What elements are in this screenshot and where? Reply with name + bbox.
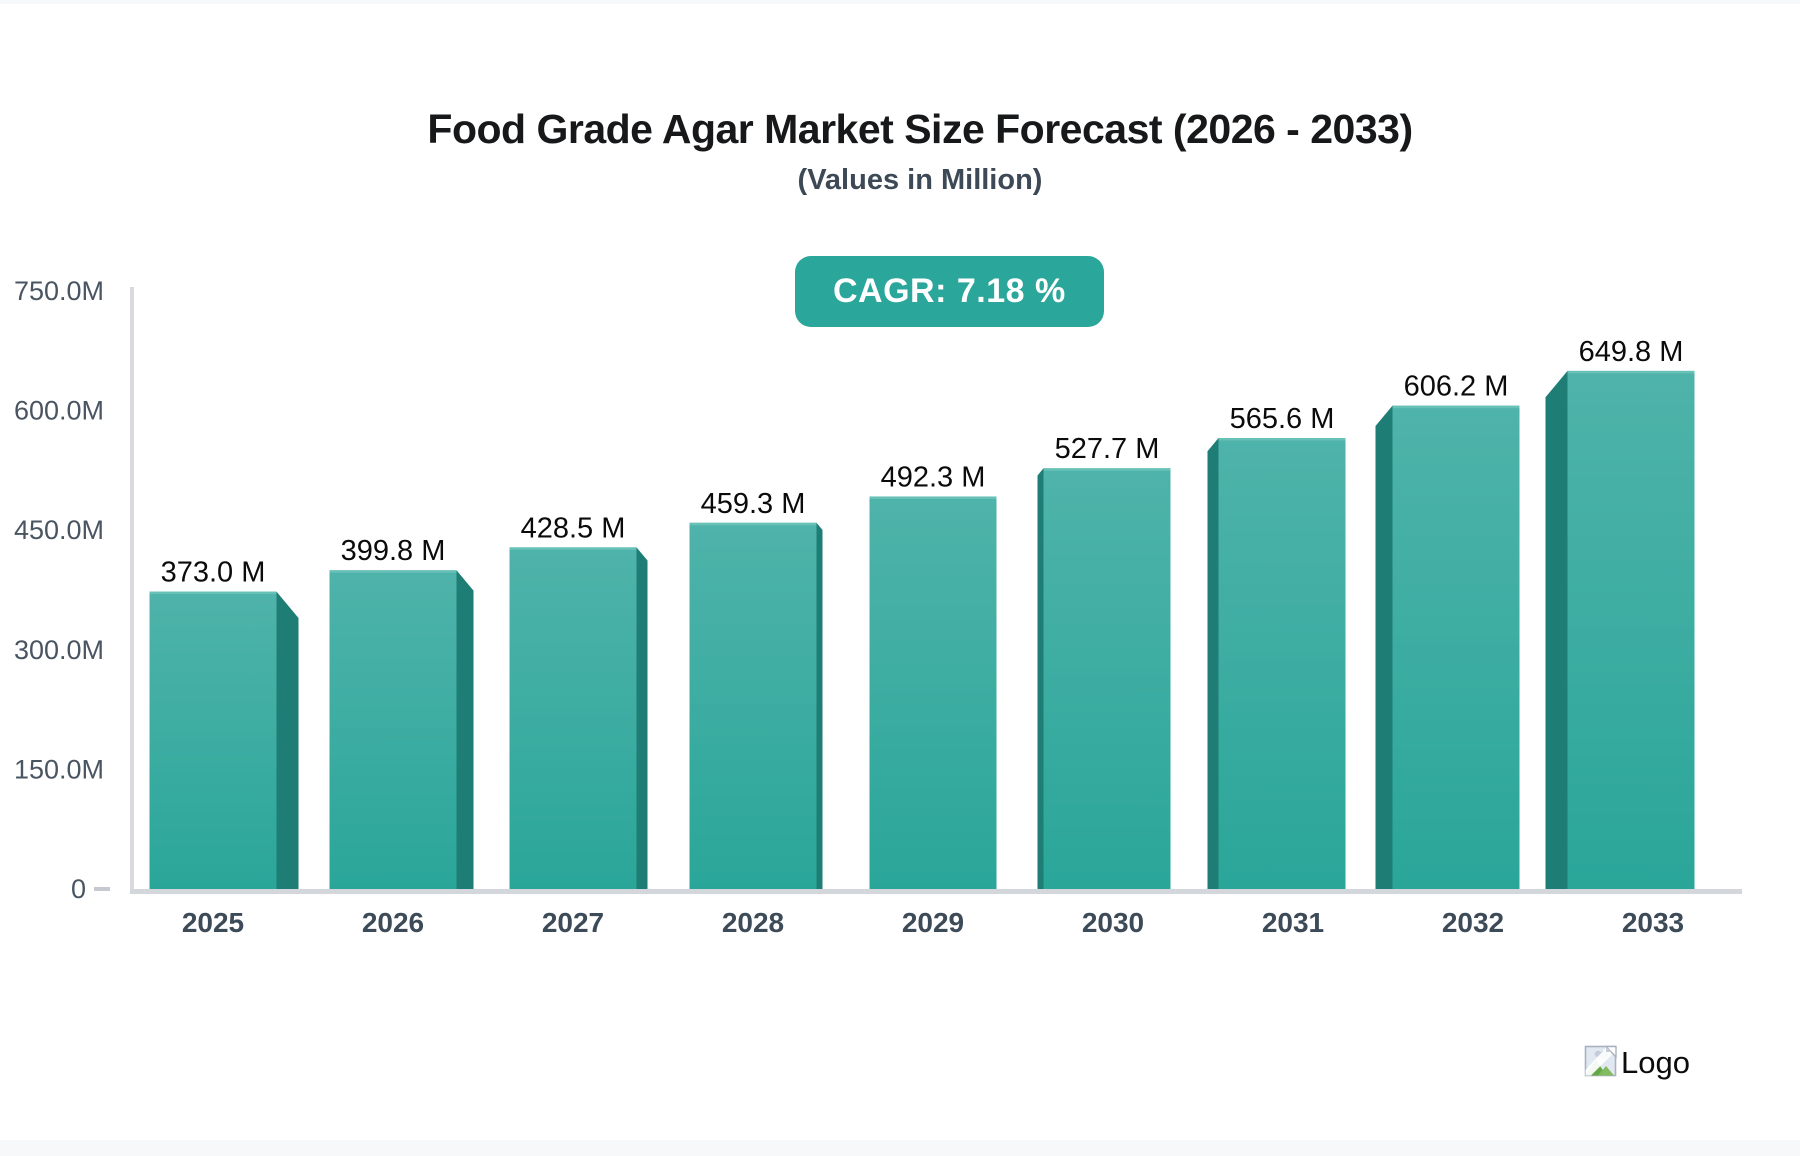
logo-container: Logo	[1583, 1042, 1690, 1080]
bar-top-edge	[869, 496, 997, 499]
bar-side-2027	[636, 547, 648, 889]
x-tick-label: 2028	[722, 907, 784, 938]
bar-value-label: 428.5 M	[521, 512, 626, 544]
x-tick-label: 2031	[1262, 907, 1324, 938]
chart-subtitle: (Values in Million)	[797, 164, 1043, 196]
bar-top-edge	[149, 591, 277, 595]
bar-2030	[1043, 468, 1171, 889]
bar-top-edge	[1218, 438, 1346, 441]
bar-2029	[869, 496, 997, 889]
x-axis-line	[130, 889, 1742, 894]
bar-top-edge	[329, 570, 457, 573]
cagr-badge: CAGR: 7.18 %	[795, 256, 1104, 327]
x-tick-label: 2027	[542, 907, 604, 938]
bar-value-label: 373.0 M	[161, 557, 266, 589]
y-tick-label: 600.0M	[14, 396, 104, 426]
cagr-badge-label: CAGR: 7.18 %	[833, 272, 1066, 310]
bar-side-2031	[1207, 438, 1219, 889]
y-axis-line	[130, 287, 134, 889]
bar-2025	[149, 591, 277, 889]
bar-2033	[1567, 370, 1695, 889]
x-tick-label: 2033	[1622, 907, 1684, 938]
chart-title: Food Grade Agar Market Size Forecast (20…	[427, 106, 1413, 152]
bar-value-label: 399.8 M	[341, 535, 446, 567]
bar-chart: 0 150.0M 300.0M 450.0M 600.0M 750.0M 373.0 M 20…	[14, 276, 1742, 938]
bar-value-label: 527.7 M	[1055, 433, 1160, 465]
x-tick-label: 2032	[1442, 907, 1504, 938]
broken-image-icon	[1584, 1045, 1617, 1077]
bar-value-label: 459.3 M	[701, 488, 806, 520]
bar-side-2033	[1545, 370, 1568, 889]
bar-2027	[509, 547, 637, 889]
x-tick-label: 2026	[362, 907, 424, 938]
bar-top-edge	[1392, 405, 1520, 409]
x-tick-label: 2025	[182, 907, 244, 938]
bar-side-2026	[456, 570, 474, 889]
bar-2026	[329, 570, 457, 889]
y-tick-label: 150.0M	[14, 754, 104, 784]
y-tick-label: 300.0M	[14, 635, 104, 665]
bar-2031	[1218, 438, 1346, 889]
bar-side-2025	[276, 591, 299, 889]
bar-value-label: 492.3 M	[881, 461, 986, 493]
bar-side-2032	[1375, 405, 1393, 889]
report-card: Food Grade Agar Market Size Forecast (20…	[0, 4, 1800, 1140]
bar-top-edge	[1567, 370, 1695, 374]
zero-tick-mark	[94, 887, 110, 891]
bar-side-2030	[1037, 468, 1044, 889]
y-tick-label: 0	[71, 874, 86, 904]
bar-value-label: 606.2 M	[1404, 371, 1509, 403]
bar-top-edge	[1043, 468, 1171, 471]
bar-value-label: 565.6 M	[1230, 403, 1335, 435]
bar-value-label: 649.8 M	[1579, 336, 1684, 368]
bar-top-edge	[509, 547, 637, 550]
bar-top-edge	[689, 522, 817, 526]
bar-2032	[1392, 405, 1520, 889]
y-tick-label: 750.0M	[14, 276, 104, 306]
logo-alt-text: Logo	[1621, 1045, 1690, 1080]
x-tick-label: 2030	[1082, 907, 1144, 938]
bar-2028	[689, 522, 817, 889]
bar-side-2028	[816, 522, 823, 889]
x-tick-label: 2029	[902, 907, 964, 938]
y-tick-label: 450.0M	[14, 515, 104, 545]
